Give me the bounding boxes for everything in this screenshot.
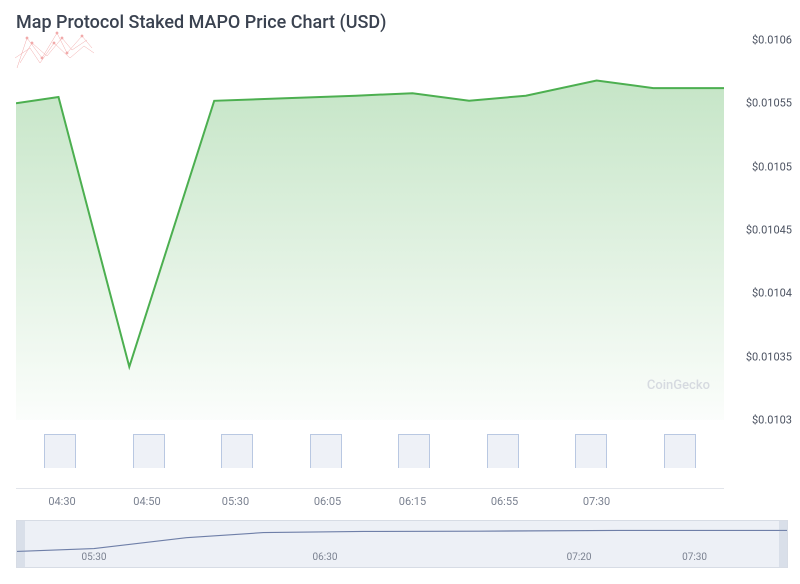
x-tick-label: 04:30 [48, 495, 75, 508]
volume-bar [133, 434, 165, 468]
volume-bar [487, 434, 519, 468]
y-tick-label: $0.0105 [752, 160, 792, 173]
y-tick-label: $0.01055 [746, 97, 792, 110]
volume-bar [310, 434, 342, 468]
volume-bar [44, 434, 76, 468]
navigator-tick-label: 07:30 [682, 552, 707, 563]
y-tick-label: $0.0106 [752, 34, 792, 47]
volume-bar [398, 434, 430, 468]
volume-bars [16, 432, 724, 468]
watermark: CoinGecko [647, 378, 710, 393]
volume-bar [575, 434, 607, 468]
navigator-handle-right[interactable] [779, 521, 787, 567]
x-tick-label: 06:55 [491, 495, 518, 508]
x-tick-label: 05:30 [222, 495, 249, 508]
time-navigator[interactable]: 05:30 06:30 07:20 07:30 [16, 520, 788, 568]
volume-bar [221, 434, 253, 468]
price-chart[interactable] [16, 40, 724, 420]
y-tick-label: $0.01035 [746, 350, 792, 363]
y-tick-label: $0.01045 [746, 224, 792, 237]
navigator-handle-left[interactable] [17, 521, 25, 567]
x-tick-label: 04:50 [133, 495, 160, 508]
y-tick-label: $0.0104 [752, 287, 792, 300]
y-tick-label: $0.0103 [752, 414, 792, 427]
x-tick-label: 06:15 [399, 495, 426, 508]
x-tick-label: 06:05 [314, 495, 341, 508]
x-axis: 04:30 04:50 05:30 06:05 06:15 06:55 07:30 [16, 488, 724, 508]
navigator-tick-label: 05:30 [82, 552, 107, 563]
y-axis: $0.0106$0.01055$0.0105$0.01045$0.0104$0.… [728, 40, 792, 420]
volume-bar [664, 434, 696, 468]
navigator-tick-label: 06:30 [313, 552, 338, 563]
x-tick-label: 07:30 [583, 495, 610, 508]
navigator-tick-label: 07:20 [567, 552, 592, 563]
